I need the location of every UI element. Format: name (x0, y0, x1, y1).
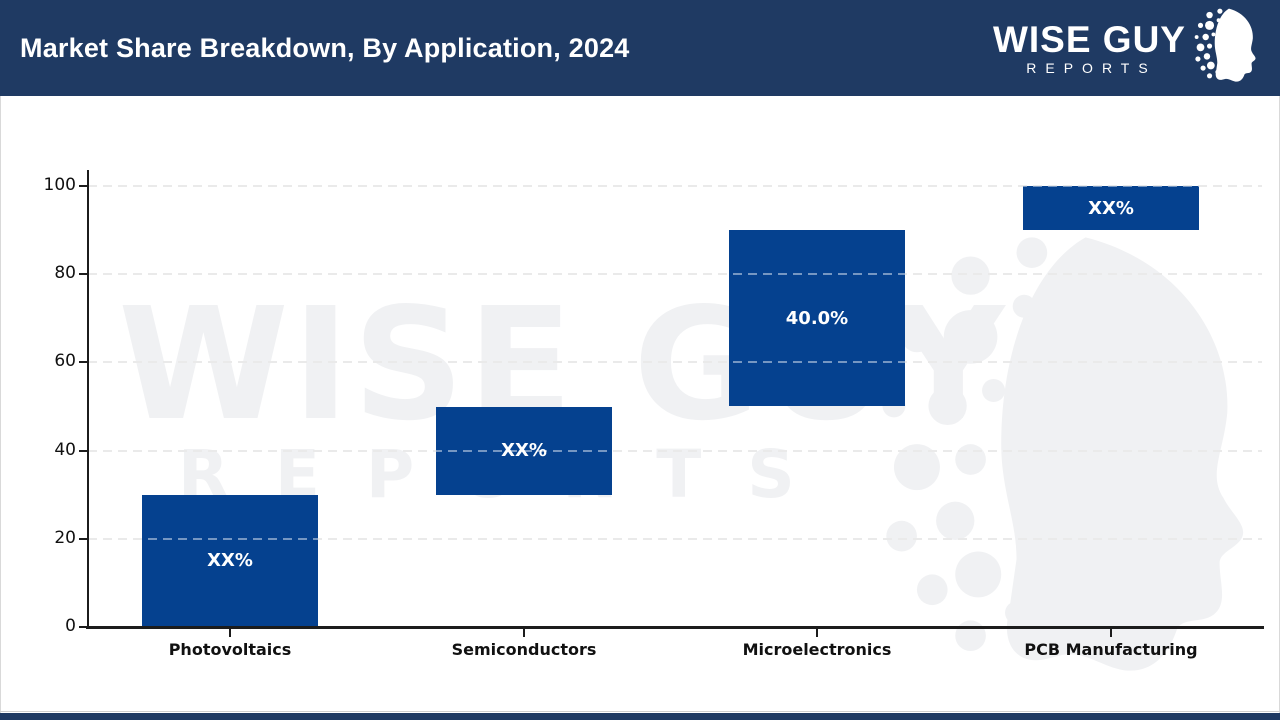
y-tick-60 (79, 361, 87, 364)
x-tick-label-semiconductors: Semiconductors (451, 640, 597, 659)
gridline-overlay-40 (88, 449, 1262, 452)
gridline-80 (88, 273, 1262, 276)
header-bar: Market Share Breakdown, By Application, … (0, 0, 1280, 96)
y-tick-label-60: 60 (54, 351, 76, 372)
x-tick-photovoltaics (229, 628, 231, 637)
watermark-head-icon (882, 237, 1244, 671)
gridline-60 (88, 361, 1262, 364)
bar-microelectronics: 40.0% (729, 230, 905, 407)
gridline-overlay-60 (88, 361, 1262, 364)
bar-value-label-pcb-manufacturing: XX% (1088, 197, 1134, 219)
y-tick-label-100: 100 (43, 175, 76, 195)
page-title: Market Share Breakdown, By Application, … (20, 32, 630, 63)
y-tick-0 (79, 626, 87, 628)
x-tick-label-microelectronics: Microelectronics (742, 640, 892, 659)
brand-logo: WISE GUY REPORTS (993, 6, 1280, 90)
brand-logo-text: WISE GUY REPORTS (993, 21, 1186, 76)
x-tick-microelectronics (816, 628, 818, 637)
gridline-40 (88, 449, 1262, 452)
x-tick-pcb-manufacturing (1110, 628, 1112, 637)
bar-value-label-semiconductors: XX% (501, 440, 547, 462)
bar-value-label-photovoltaics: XX% (207, 550, 253, 572)
y-tick-label-0: 0 (65, 616, 76, 636)
gridline-overlay-20 (88, 537, 1262, 540)
bar-semiconductors: XX% (436, 406, 612, 495)
x-axis-line (86, 626, 1264, 629)
gridline-20 (88, 537, 1262, 540)
x-tick-label-pcb-manufacturing: PCB Manufacturing (1024, 640, 1198, 659)
y-tick-label-80: 80 (54, 263, 76, 284)
footer-divider (0, 711, 1280, 712)
y-tick-20 (79, 537, 87, 540)
footer-bar (0, 713, 1280, 720)
bar-photovoltaics: XX% (142, 494, 318, 627)
gridline-overlay-80 (88, 273, 1262, 276)
y-tick-80 (79, 273, 87, 276)
x-tick-label-photovoltaics: Photovoltaics (168, 640, 292, 659)
x-tick-semiconductors (523, 628, 525, 637)
y-tick-label-20: 20 (54, 527, 76, 548)
brand-subname: REPORTS (1026, 59, 1157, 76)
brand-name: WISE GUY (992, 18, 1186, 60)
y-tick-40 (79, 449, 87, 452)
y-tick-100 (79, 185, 87, 187)
gridline-100 (88, 185, 1262, 187)
gridline-overlay-100 (88, 185, 1262, 187)
head-profile-icon (1194, 8, 1256, 82)
y-tick-label-40: 40 (54, 439, 76, 460)
bar-pcb-manufacturing: XX% (1023, 186, 1199, 231)
y-axis-line (87, 170, 89, 629)
bar-value-label-microelectronics: 40.0% (785, 307, 849, 329)
